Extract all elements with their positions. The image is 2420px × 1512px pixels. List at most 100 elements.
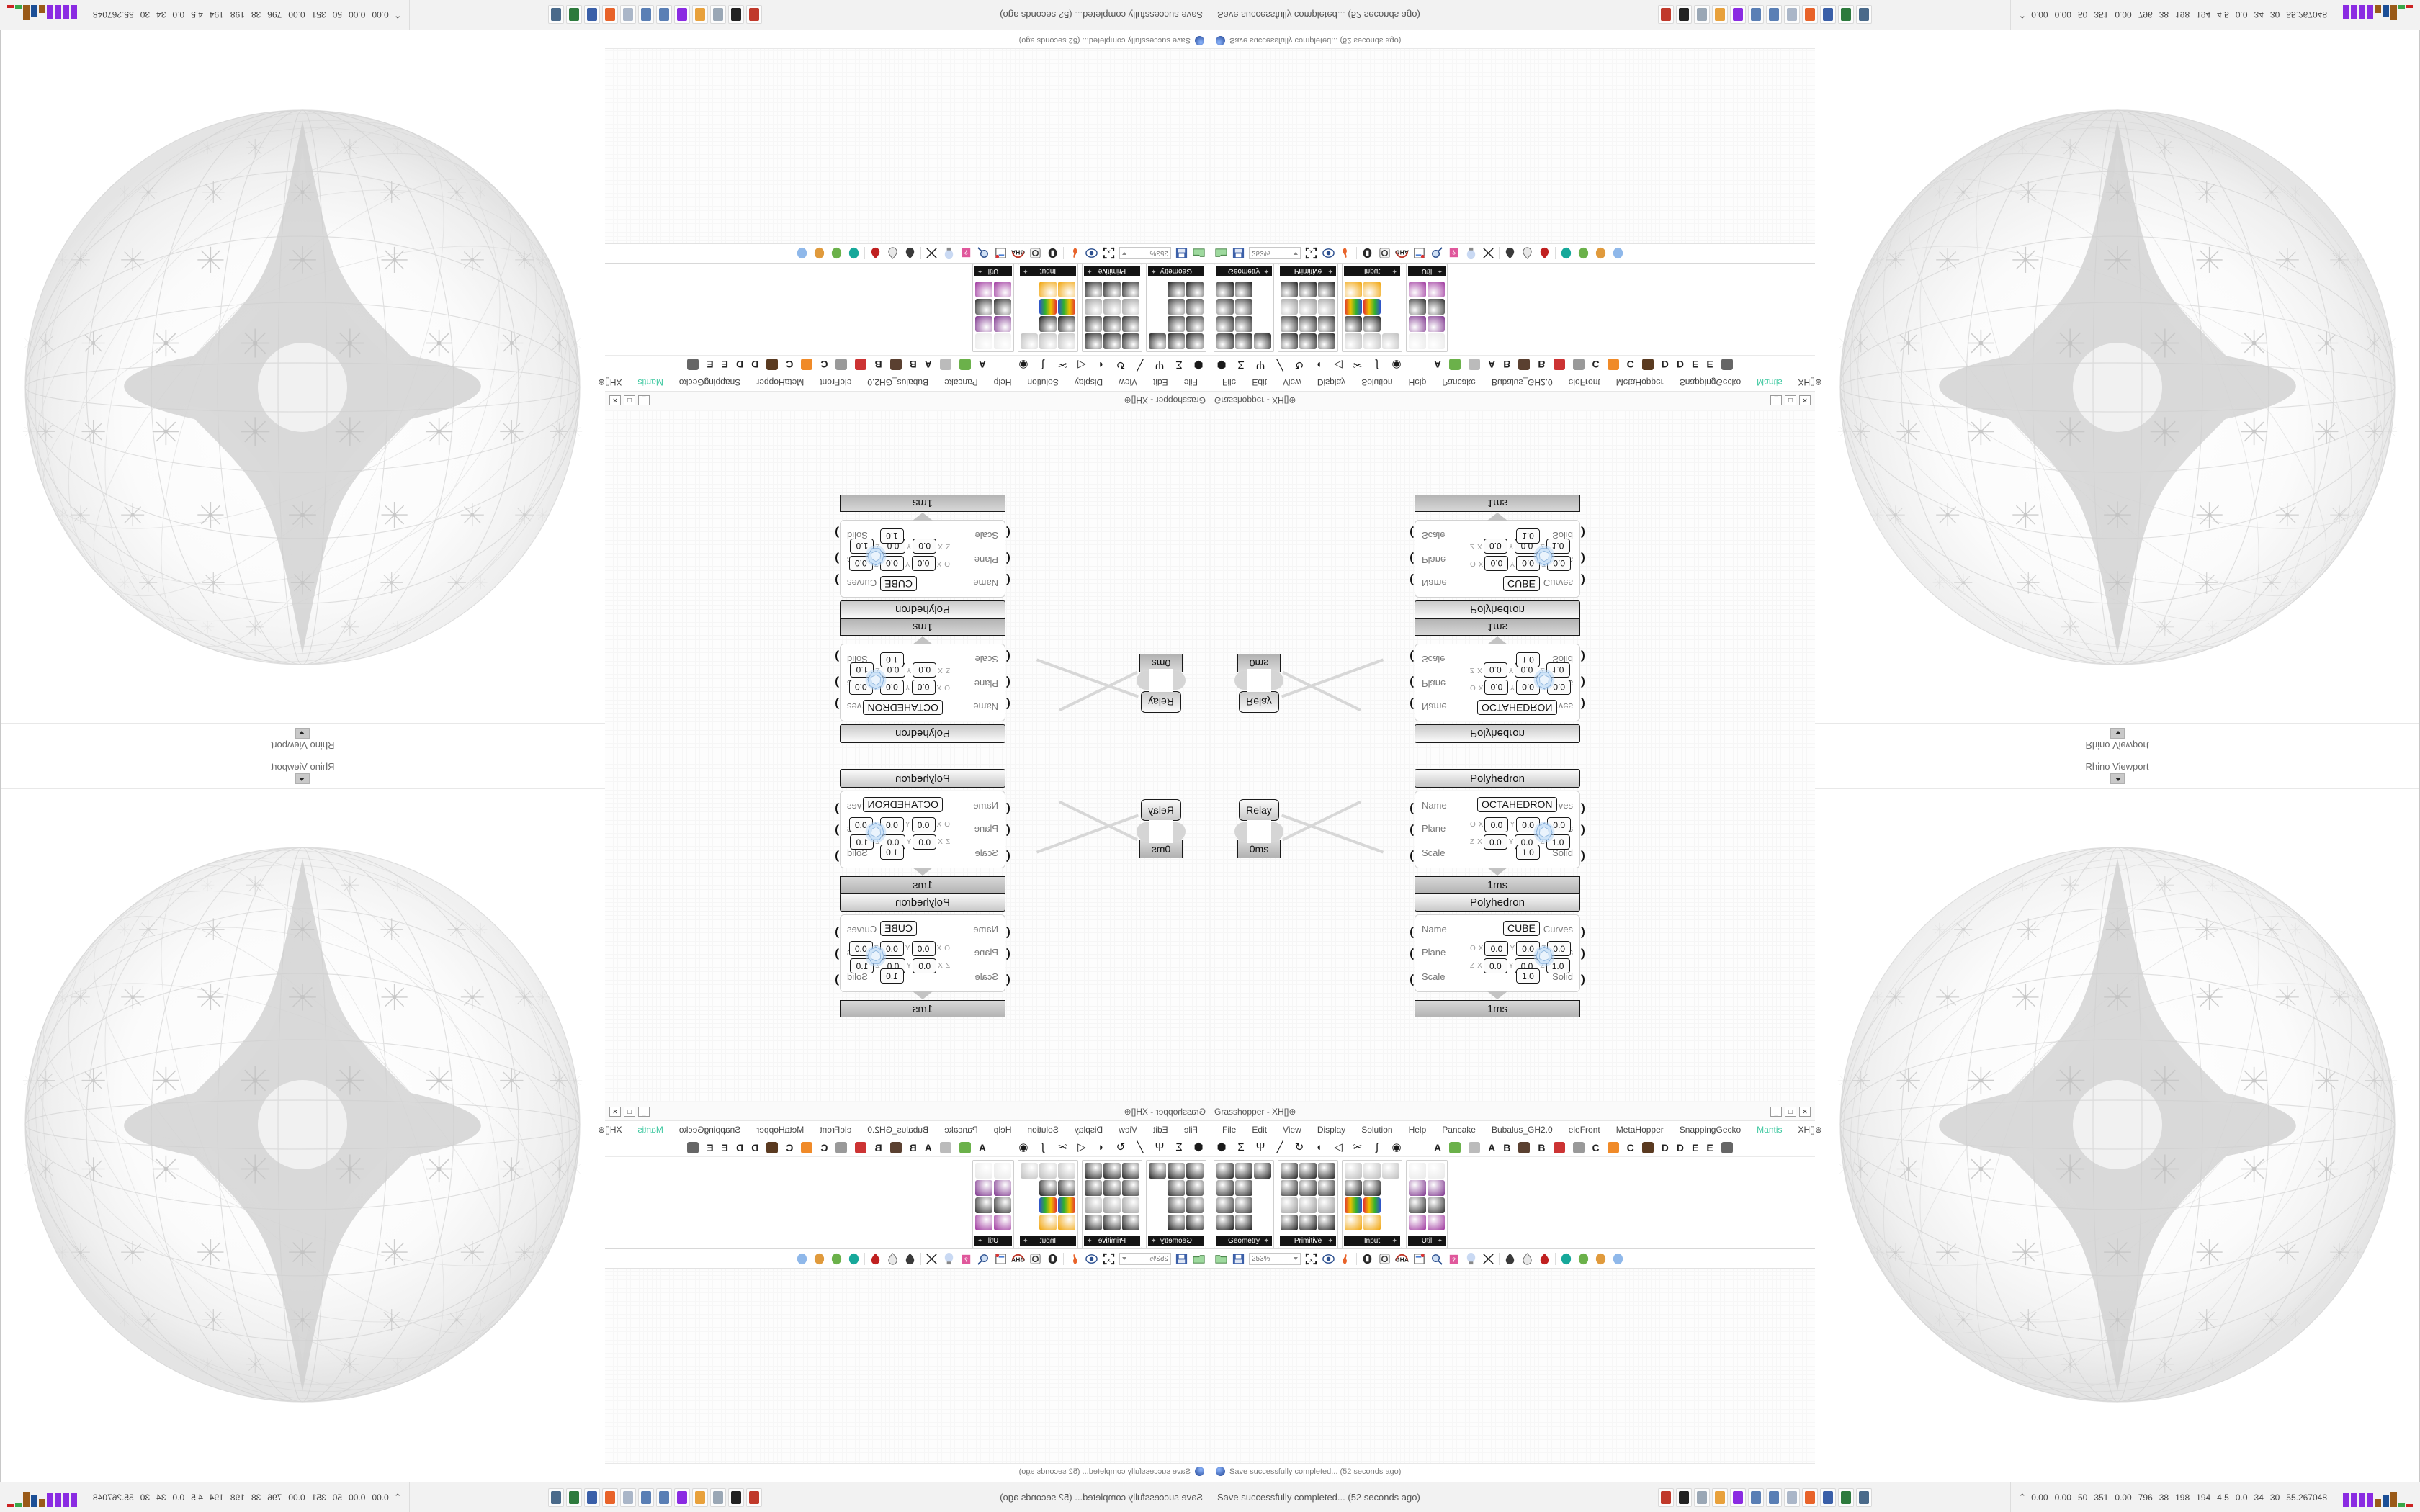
scale-field[interactable]: 1.0 [880, 528, 904, 544]
input-port-plane[interactable] [1410, 824, 1417, 836]
plugin-tab-e-16[interactable]: E [1706, 1141, 1713, 1153]
zoom-level-input[interactable]: 253% [1119, 1252, 1171, 1265]
profiler-icon[interactable] [1412, 247, 1426, 261]
input-port-scale[interactable] [1410, 974, 1417, 986]
book-icon[interactable] [710, 5, 727, 24]
plugin-tab-e-16[interactable]: E [707, 359, 714, 371]
gh-canvas-upper[interactable]: Relay 0ms Polyhedron Name [605, 410, 1210, 756]
component-icon[interactable] [1409, 1163, 1426, 1179]
profiler-icon[interactable] [994, 247, 1008, 261]
shaded-icon[interactable] [1520, 1252, 1534, 1266]
preview-icon[interactable] [1322, 1252, 1335, 1266]
ribbon-group-input[interactable]: Input ✦ [1342, 264, 1402, 352]
ribbon-group-input[interactable]: Input ✦ [1342, 1160, 1402, 1248]
component-icon[interactable] [1318, 316, 1335, 332]
maths-icon[interactable]: Σ [1237, 1140, 1245, 1153]
plugin-tab-d-13[interactable]: D [751, 359, 759, 371]
component-icon[interactable] [1281, 1163, 1298, 1179]
component-icon[interactable] [1318, 333, 1335, 349]
E-grid-icon[interactable] [1721, 359, 1733, 371]
sun-icon[interactable] [1559, 247, 1573, 261]
plane-zaxis-x[interactable]: 0.0 [1483, 834, 1507, 850]
output-port-solid[interactable] [1578, 850, 1585, 862]
ribbon-group-util[interactable]: Util ✦ [972, 264, 1014, 352]
preview-icon[interactable] [1085, 247, 1098, 261]
transform-icon[interactable]: ʃ [1041, 359, 1044, 372]
plugin-tab-a-3[interactable]: A [1488, 359, 1496, 371]
component-icon[interactable] [1409, 316, 1426, 332]
component-icon[interactable] [1409, 299, 1426, 315]
component-icon[interactable] [1085, 333, 1102, 349]
component-icon[interactable] [975, 333, 992, 349]
pin-icon[interactable]: ✦ [1437, 1237, 1443, 1244]
capsule-icon[interactable] [1594, 1252, 1608, 1266]
taskbar[interactable] [1657, 5, 1872, 24]
component-icon[interactable] [1363, 299, 1381, 315]
vector-icon[interactable]: ╱ [1137, 359, 1144, 372]
params-icon[interactable]: ⬢ [1193, 359, 1204, 372]
menu-item-bubalus-gh2-0[interactable]: Bubalus_GH2.0 [1491, 1124, 1553, 1135]
component-icon[interactable] [1345, 299, 1362, 315]
component-icon[interactable] [1363, 316, 1381, 332]
menu-item-pancake[interactable]: Pancake [1442, 1124, 1476, 1135]
gha-icon[interactable]: GHA [1011, 1252, 1025, 1266]
close-icon[interactable]: ✕ [1799, 395, 1811, 406]
cluster-icon[interactable] [1028, 247, 1042, 261]
menu-item-bubalus-gh2-0[interactable]: Bubalus_GH2.0 [867, 1124, 929, 1135]
B-mountain-icon[interactable] [1518, 1141, 1531, 1153]
component-icon[interactable] [1103, 282, 1121, 297]
eye-icon[interactable] [1711, 5, 1728, 24]
brush-icon[interactable] [656, 5, 673, 24]
menu-item-snappinggecko[interactable]: SnappingGecko [1679, 1124, 1742, 1135]
maximize-icon[interactable]: □ [1785, 395, 1796, 406]
sphere-icon[interactable] [1611, 247, 1625, 261]
display-icon[interactable]: ◉ [1392, 1140, 1402, 1153]
display-icon[interactable]: ◉ [1392, 359, 1402, 372]
ribbon-icon-grid[interactable] [974, 1162, 1012, 1236]
component-icon[interactable] [1428, 282, 1445, 297]
intersect-icon[interactable]: ✂ [1057, 359, 1067, 372]
ribbon-group-input[interactable]: Input ✦ [1018, 264, 1078, 352]
plane-zaxis-x[interactable]: 0.0 [1483, 539, 1507, 554]
sun-icon[interactable] [847, 247, 861, 261]
component-icon[interactable] [1039, 1197, 1057, 1213]
component-icon[interactable] [1021, 333, 1038, 349]
flame-icon[interactable] [602, 1488, 619, 1507]
node-body[interactable]: Name Plane Scale Curves Meshes Solid CUB… [840, 520, 1005, 598]
A-brain-icon[interactable] [1469, 1141, 1481, 1153]
brush-icon[interactable] [1747, 1488, 1764, 1507]
help-icon[interactable]: ? [959, 247, 973, 261]
monitor-icon[interactable] [1855, 1488, 1872, 1507]
plugin-tab-b-6[interactable]: B [1538, 1141, 1546, 1153]
component-icon[interactable] [1299, 1180, 1317, 1196]
plugin-tab-c-9[interactable]: C [1592, 359, 1600, 371]
calc-icon[interactable] [620, 5, 637, 24]
node-polyhedron-octahedron[interactable]: Polyhedron Name Plane Scale Curves Meshe… [1415, 618, 1580, 743]
plane-origin-x[interactable]: 0.0 [1484, 556, 1509, 571]
vector-icon[interactable]: ╱ [1276, 359, 1283, 372]
menu-item-mantis[interactable]: Mantis [1757, 1124, 1783, 1135]
vector-icon[interactable]: ╱ [1137, 1140, 1144, 1153]
input-port-name[interactable] [1410, 803, 1417, 814]
flame-icon[interactable] [1801, 5, 1818, 24]
pin-icon[interactable]: ✦ [977, 268, 983, 275]
component-icon[interactable] [1168, 1197, 1185, 1213]
curve-icon[interactable]: ↻ [1294, 1140, 1304, 1153]
component-icon[interactable] [1186, 1180, 1204, 1196]
component-icon[interactable] [1122, 333, 1139, 349]
render-icon[interactable] [903, 1252, 917, 1266]
help-icon[interactable]: ? [1447, 247, 1461, 261]
save-icon[interactable] [1232, 247, 1245, 261]
relay-group[interactable]: Relay 0ms [1234, 654, 1283, 713]
component-icon[interactable] [1281, 1180, 1298, 1196]
zoom-level-input[interactable]: 253% [1119, 247, 1171, 260]
viewport-dropdown-caret[interactable] [2110, 728, 2125, 739]
intersect-icon[interactable]: ✂ [1353, 359, 1363, 372]
save-icon[interactable] [1232, 1252, 1245, 1266]
sphere-icon[interactable] [1611, 1252, 1625, 1266]
sphere-icon[interactable] [795, 247, 809, 261]
input-port-scale[interactable] [1410, 850, 1417, 862]
plugin-tab-b-4[interactable]: B [909, 359, 917, 371]
component-icon[interactable] [1318, 1180, 1335, 1196]
component-icon[interactable] [1409, 1215, 1426, 1230]
